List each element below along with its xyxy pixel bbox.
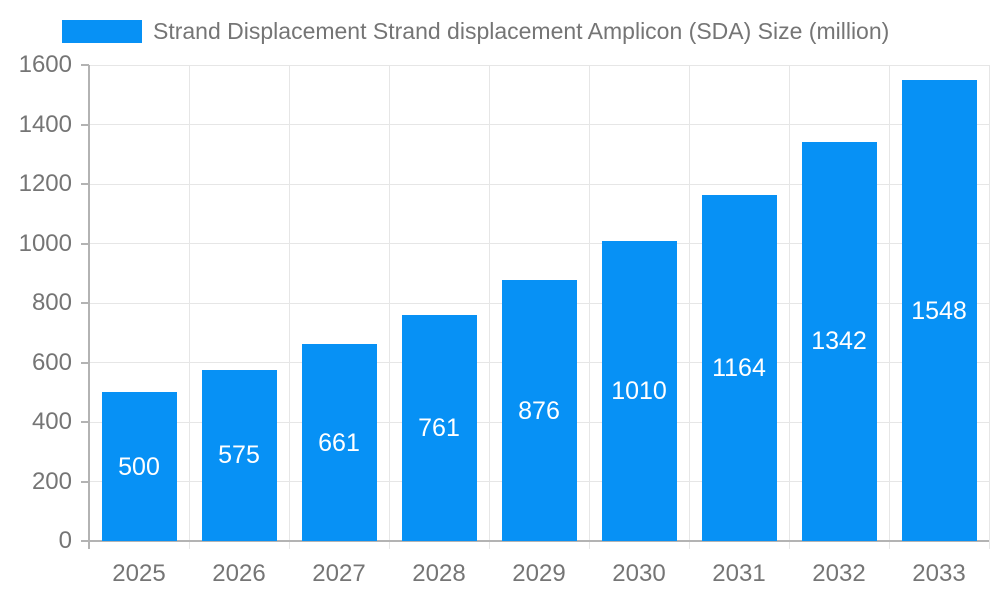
- y-axis-tick-label: 600: [31, 348, 72, 376]
- bar-value-label: 1342: [811, 327, 867, 356]
- grid-line-vertical: [988, 65, 990, 549]
- y-axis-tick: [81, 540, 89, 542]
- grid-line-vertical: [788, 65, 790, 549]
- x-axis-tick-label: 2033: [912, 560, 966, 587]
- bar-value-label: 1548: [911, 296, 967, 325]
- bar[interactable]: [101, 392, 177, 541]
- legend-label: Strand Displacement Strand displacement …: [153, 18, 890, 44]
- grid-line-vertical: [588, 65, 590, 549]
- bar[interactable]: [901, 80, 977, 541]
- grid-line-vertical: [688, 65, 690, 549]
- y-axis-line: [88, 65, 90, 549]
- y-axis-tick-label: 1600: [18, 51, 72, 78]
- bar-value-label: 661: [318, 428, 360, 457]
- grid-line-vertical: [188, 65, 190, 549]
- y-axis-tick: [81, 183, 89, 185]
- y-axis-tick: [81, 302, 89, 304]
- y-axis-tick-label: 1200: [18, 170, 72, 197]
- y-axis-tick: [81, 242, 89, 245]
- x-axis-tick-label: 2026: [212, 560, 266, 587]
- bar[interactable]: [401, 314, 477, 541]
- grid-line-horizontal: [89, 124, 989, 125]
- y-axis-tick-label: 200: [31, 467, 72, 495]
- bar-value-label: 1164: [712, 353, 766, 382]
- y-axis-tick-label: 1000: [18, 229, 72, 257]
- bar-value-label: 575: [218, 441, 260, 470]
- bar[interactable]: [601, 240, 677, 541]
- y-axis-tick-label: 1400: [18, 110, 72, 138]
- grid-line-horizontal: [89, 183, 989, 185]
- x-axis-tick-label: 2030: [612, 560, 666, 587]
- x-axis-tick-label: 2028: [412, 560, 466, 587]
- y-axis-tick-label: 400: [31, 408, 72, 435]
- bar-value-label: 761: [418, 413, 460, 442]
- y-axis-tick: [81, 123, 89, 126]
- grid-line-vertical: [888, 65, 890, 549]
- x-axis-tick-label: 2032: [812, 560, 866, 587]
- x-axis-line: [89, 540, 989, 542]
- bar-value-label: 876: [518, 396, 560, 425]
- legend-swatch: [62, 19, 142, 43]
- bar-value-label: 1010: [611, 376, 667, 405]
- x-axis-tick-label: 2031: [712, 560, 766, 587]
- grid-line-horizontal: [89, 243, 989, 244]
- y-axis-tick: [81, 64, 89, 66]
- grid-line-horizontal: [89, 64, 989, 66]
- bar-value-label: 500: [118, 452, 160, 481]
- bar[interactable]: [301, 344, 377, 541]
- y-axis-tick: [81, 480, 89, 483]
- grid-line-vertical: [288, 65, 290, 549]
- bar[interactable]: [201, 369, 277, 541]
- y-axis-tick: [81, 361, 89, 364]
- x-axis-tick-label: 2025: [112, 560, 166, 587]
- y-axis-tick: [81, 421, 89, 423]
- bar[interactable]: [501, 280, 577, 541]
- y-axis-tick-label: 0: [58, 527, 72, 554]
- x-axis-tick-label: 2029: [512, 560, 566, 587]
- bar[interactable]: [801, 141, 877, 541]
- grid-line-vertical: [488, 65, 490, 549]
- x-axis-tick-label: 2027: [312, 560, 366, 587]
- grid-line-vertical: [388, 65, 390, 549]
- legend: Strand Displacement Strand displacement …: [62, 16, 889, 46]
- y-axis-tick-label: 800: [31, 289, 72, 316]
- bar[interactable]: [701, 194, 777, 541]
